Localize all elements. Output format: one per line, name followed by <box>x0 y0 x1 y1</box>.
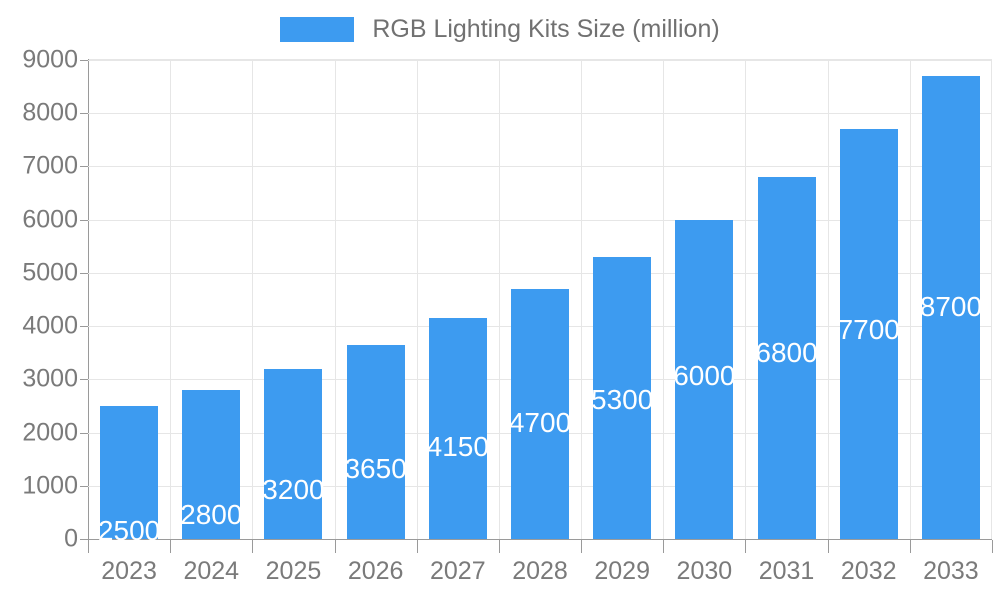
x-axis-tick-mark <box>499 540 500 553</box>
y-axis-line <box>88 59 89 540</box>
y-axis-tick-label: 2000 <box>22 418 78 447</box>
gridline-horizontal <box>88 219 992 221</box>
bar-value-label: 3650 <box>344 453 407 484</box>
y-axis-tick-mark <box>80 219 88 221</box>
y-axis-tick-label: 0 <box>64 524 78 553</box>
x-axis-tick-mark <box>417 540 418 553</box>
bar-value-label: 2500 <box>97 515 161 546</box>
y-axis-tick-label: 9000 <box>22 45 78 74</box>
y-axis-tick-mark <box>80 272 88 274</box>
bar[interactable] <box>593 256 652 539</box>
gridline-vertical <box>252 60 253 539</box>
x-axis-tick-label: 2030 <box>676 557 733 585</box>
y-axis-tick-mark <box>80 432 88 434</box>
bar[interactable] <box>675 219 734 539</box>
gridline-vertical <box>663 60 664 539</box>
x-axis-tick-label: 2025 <box>265 557 322 585</box>
x-axis-tick-mark <box>992 540 993 553</box>
bar[interactable] <box>921 75 980 539</box>
y-axis-tick-mark <box>80 539 88 540</box>
gridline-horizontal <box>88 60 992 61</box>
bar[interactable] <box>511 288 569 539</box>
bar-value-label: 2800 <box>180 499 243 530</box>
gridline-vertical <box>170 60 171 539</box>
x-axis-tick-label: 2031 <box>758 557 815 585</box>
x-axis-tick-mark <box>88 540 89 553</box>
bar-value-label: 6800 <box>755 337 818 368</box>
x-axis-tick-label: 2024 <box>183 557 240 585</box>
bar[interactable] <box>757 177 816 539</box>
x-axis-tick-mark <box>828 540 829 553</box>
y-axis-tick-label: 6000 <box>22 205 78 234</box>
x-axis-tick-label: 2032 <box>840 557 897 585</box>
y-axis-tick-label: 5000 <box>22 258 78 287</box>
x-axis-tick-mark <box>170 540 171 553</box>
bar[interactable] <box>346 344 405 539</box>
x-axis-tick-mark <box>745 540 746 553</box>
bar-value-label: 7700 <box>837 314 900 345</box>
x-axis-tick-mark <box>335 540 336 553</box>
y-axis-tick-label: 3000 <box>22 364 78 393</box>
bar-value-label: 8700 <box>919 291 983 322</box>
x-axis-tick-mark <box>663 540 664 553</box>
x-axis-tick-label: 2029 <box>594 557 650 585</box>
gridline-horizontal <box>88 166 992 168</box>
gridline-vertical <box>581 60 582 539</box>
bar-value-label: 4150 <box>426 431 489 462</box>
bar[interactable] <box>839 129 898 539</box>
gridline-vertical <box>499 60 500 539</box>
x-axis-tick-label: 2026 <box>347 557 404 585</box>
legend-label: RGB Lighting Kits Size (million) <box>372 14 720 43</box>
x-axis-tick-mark <box>252 540 253 553</box>
x-axis-tick-mark <box>581 540 582 553</box>
legend-color-swatch-icon <box>280 16 355 42</box>
bar[interactable] <box>428 318 487 539</box>
chart-legend: RGB Lighting Kits Size (million) <box>0 10 1000 48</box>
bar-value-label: 4700 <box>508 407 572 438</box>
y-axis-tick-mark <box>80 113 88 115</box>
gridline-vertical <box>745 60 746 539</box>
plot-right-border <box>991 59 992 540</box>
gridline-vertical <box>828 60 829 539</box>
y-axis-tick-label: 8000 <box>22 98 78 127</box>
gridline-vertical <box>335 60 336 539</box>
x-axis-tick-mark <box>910 540 911 553</box>
gridline-vertical <box>417 60 418 539</box>
y-axis-tick-label: 7000 <box>22 151 78 180</box>
bar[interactable] <box>182 389 241 539</box>
gridline-horizontal <box>88 272 992 274</box>
y-axis-tick-label: 4000 <box>22 311 78 340</box>
y-axis-tick-mark <box>80 379 88 381</box>
gridline-vertical <box>910 60 911 539</box>
gridline-horizontal <box>88 113 992 115</box>
bar-value-label: 3200 <box>262 474 325 505</box>
plot-area: 2500 2800 3200 3650 4150 4700 5300 6000 6800 7700… <box>88 60 992 545</box>
bar[interactable] <box>100 405 159 539</box>
y-axis-tick-mark <box>80 166 88 168</box>
y-axis-tick-mark <box>80 60 88 61</box>
x-axis-tick-label: 2033 <box>923 557 979 585</box>
bar[interactable] <box>264 368 323 539</box>
x-axis-tick-label: 2028 <box>512 557 568 585</box>
x-axis-tick-label: 2027 <box>430 557 486 585</box>
bar-value-label: 6000 <box>673 360 736 391</box>
y-axis-tick-label: 1000 <box>22 471 78 500</box>
x-axis-line <box>88 539 992 540</box>
x-axis-tick-label: 2023 <box>101 557 157 585</box>
bar-value-label: 5300 <box>591 384 654 415</box>
y-axis-tick-mark <box>80 326 88 328</box>
legend-item-rgb-lighting-kits-size[interactable]: RGB Lighting Kits Size (million) <box>280 14 720 43</box>
y-axis-tick-mark <box>80 485 88 487</box>
plot-top-border <box>88 59 992 60</box>
